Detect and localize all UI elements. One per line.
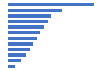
Bar (8, 59, 21, 62)
Bar (8, 65, 15, 68)
Bar (8, 37, 37, 40)
Bar (8, 25, 44, 29)
Bar (8, 3, 94, 6)
Bar (8, 53, 26, 57)
Bar (8, 31, 40, 34)
Bar (8, 48, 30, 51)
Bar (8, 20, 48, 23)
Bar (8, 42, 33, 46)
Bar (8, 14, 51, 18)
Bar (8, 9, 62, 12)
